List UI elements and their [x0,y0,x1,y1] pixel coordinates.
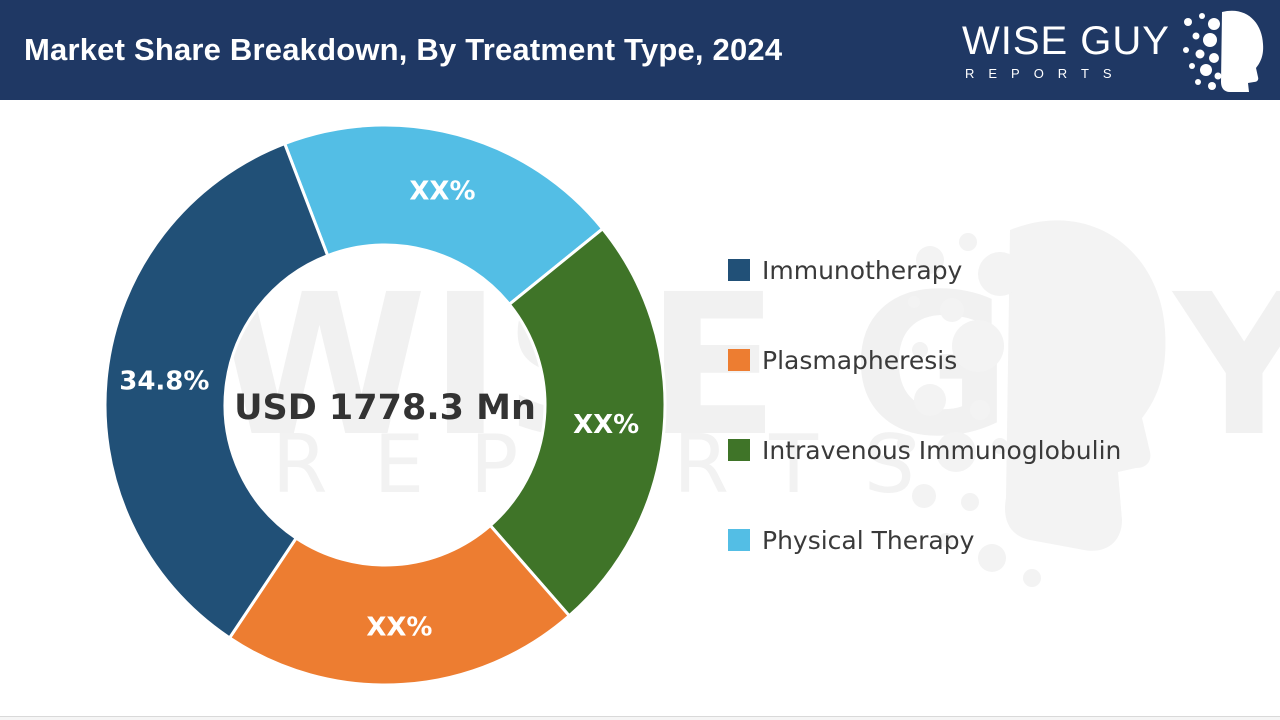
donut-slice-physical-therapy [282,123,605,307]
donut-slice-plasmapheresis [227,523,572,687]
legend-swatch [728,259,750,281]
slice-label: XX% [366,613,432,643]
watermark-head-icon [897,220,1166,587]
donut-slice-immunotherapy [103,141,330,640]
slice-label: 34.8% [119,366,209,396]
legend: Immunotherapy Plasmapheresis Intravenous I… [728,255,1122,617]
donut-slice-intravenous-immunoglobulin [488,226,667,618]
header: Market Share Breakdown, By Treatment Typ… [0,0,1280,100]
legend-item-immunotherapy: Immunotherapy [728,255,1121,285]
brand-head-icon [1183,10,1264,93]
donut-chart: XX% XX% XX% 34.8% [103,123,667,687]
legend-label: Intravenous Immunoglobulin [762,435,1122,465]
footer-strip [0,717,1280,720]
footer-hairline [0,716,1280,717]
page-title: Market Share Breakdown, By Treatment Typ… [24,32,783,67]
brand-wordmark: WISE GUY [961,18,1170,63]
legend-item-intravenous-immunoglobulin: Intravenous Immunoglobulin [728,435,1122,465]
legend-label: Physical Therapy [762,525,975,555]
legend-item-physical-therapy: Physical Therapy [728,525,1121,555]
brand-sub-wordmark: REPORTS [964,65,1126,81]
legend-swatch [728,349,750,371]
legend-label: Plasmapheresis [762,345,958,375]
slice-label: XX% [409,177,475,207]
legend-swatch [728,439,750,461]
legend-swatch [728,529,750,551]
legend-item-plasmapheresis: Plasmapheresis [728,345,1121,375]
center-value: USD 1778.3 Mn [234,388,536,428]
brand-logo: WISE GUY REPORTS [962,6,1266,94]
legend-label: Immunotherapy [762,255,963,285]
slice-label: XX% [573,410,639,440]
